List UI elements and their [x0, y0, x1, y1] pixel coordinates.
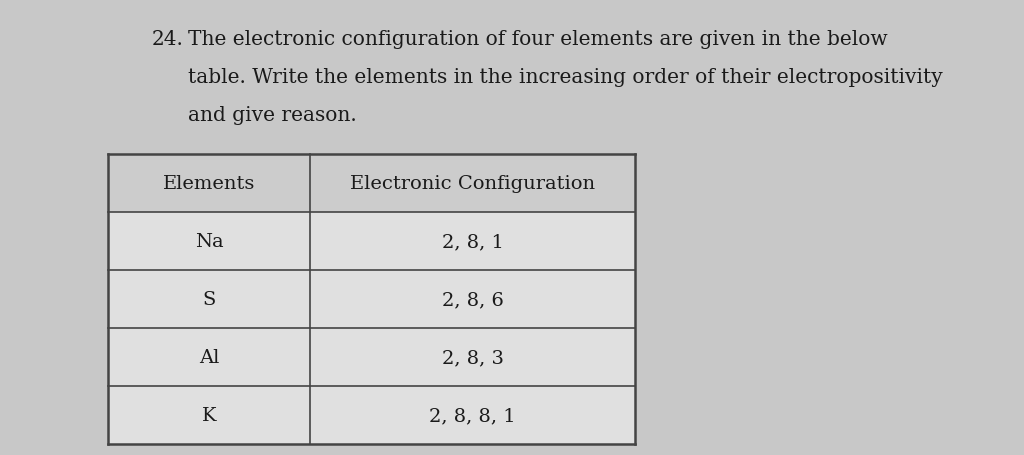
Polygon shape — [310, 386, 635, 444]
Text: The electronic configuration of four elements are given in the below: The electronic configuration of four ele… — [188, 30, 888, 49]
Text: S: S — [203, 290, 216, 308]
Text: Elements: Elements — [163, 175, 255, 192]
Polygon shape — [108, 155, 310, 212]
Text: Electronic Configuration: Electronic Configuration — [350, 175, 595, 192]
Text: 2, 8, 8, 1: 2, 8, 8, 1 — [429, 406, 516, 424]
Text: and give reason.: and give reason. — [188, 106, 356, 125]
Polygon shape — [108, 270, 310, 328]
Text: table. Write the elements in the increasing order of their electropositivity: table. Write the elements in the increas… — [188, 68, 943, 87]
Polygon shape — [310, 328, 635, 386]
Polygon shape — [108, 328, 310, 386]
Text: Na: Na — [195, 233, 223, 250]
Text: 2, 8, 1: 2, 8, 1 — [441, 233, 504, 250]
Text: K: K — [202, 406, 216, 424]
Polygon shape — [310, 212, 635, 270]
Polygon shape — [108, 212, 310, 270]
Polygon shape — [310, 155, 635, 212]
Polygon shape — [310, 270, 635, 328]
Text: 2, 8, 6: 2, 8, 6 — [441, 290, 504, 308]
Text: 24.: 24. — [152, 30, 184, 49]
Polygon shape — [108, 386, 310, 444]
Text: 2, 8, 3: 2, 8, 3 — [441, 348, 504, 366]
Text: Al: Al — [199, 348, 219, 366]
